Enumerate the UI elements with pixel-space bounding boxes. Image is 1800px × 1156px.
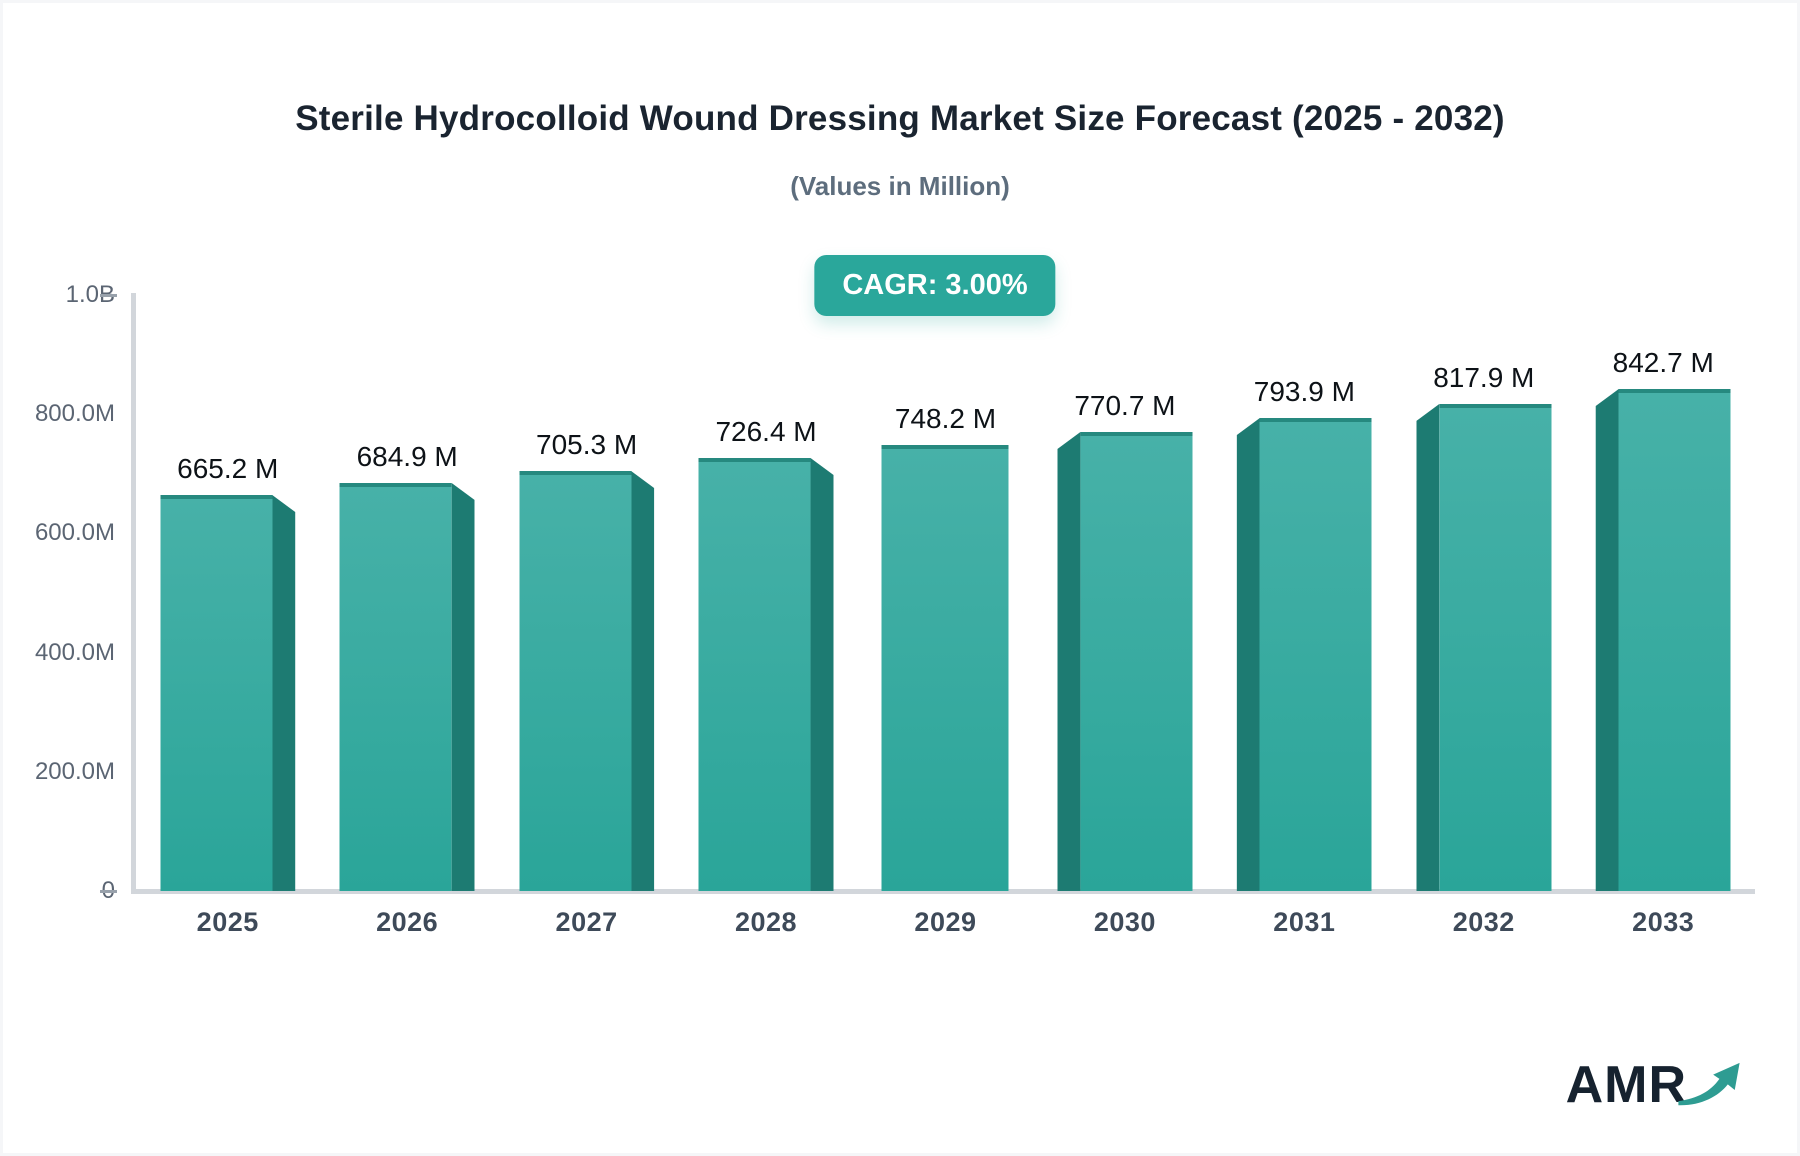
bar-value-label: 684.9 M <box>356 441 458 472</box>
bar-2033[interactable]: 842.7 M <box>1595 347 1731 891</box>
bar-2027[interactable]: 705.3 M <box>519 429 655 891</box>
bar-2028[interactable]: 726.4 M <box>698 416 834 891</box>
x-axis-label: 2029 <box>914 907 977 937</box>
page-subtitle: (Values in Million) <box>790 171 1010 201</box>
bar-2026[interactable]: 684.9 M <box>339 441 475 891</box>
cagr-badge: CAGR: 3.00% <box>814 255 1056 316</box>
y-axis-label: 200.0M <box>34 757 115 785</box>
x-axis-line <box>131 889 1755 894</box>
y-axis-label: 400.0M <box>34 638 115 666</box>
bar-chart-plot-area: 665.2 M 2025 684.9 M 2026 705.3 M 2027 726.4 M… <box>138 295 1753 937</box>
bar-face <box>881 445 1009 891</box>
amr-logo: AMR <box>1566 1057 1741 1111</box>
bar-3d-side <box>272 495 296 891</box>
y-axis-tick <box>100 294 117 297</box>
x-axis-label: 2032 <box>1452 907 1515 937</box>
bar-value-label: 817.9 M <box>1433 362 1535 393</box>
y-axis-line <box>131 293 136 891</box>
x-axis-label: 2025 <box>196 907 259 937</box>
bar-2032[interactable]: 817.9 M <box>1416 362 1552 891</box>
bar-3d-side <box>810 458 834 891</box>
bar-face <box>1259 418 1372 891</box>
bar-value-label: 665.2 M <box>177 453 279 484</box>
bar-2029[interactable]: 748.2 M <box>878 403 1013 891</box>
bar-3d-side <box>451 483 475 891</box>
bar-column-2030: 770.7 M 2030 <box>1035 295 1214 937</box>
bar-value-label: 770.7 M <box>1074 390 1176 421</box>
bar-2025[interactable]: 665.2 M <box>160 453 296 891</box>
bar-column-2025: 665.2 M 2025 <box>138 295 317 937</box>
bar-column-2031: 793.9 M 2031 <box>1215 295 1394 937</box>
bar-column-2032: 817.9 M 2032 <box>1394 295 1573 937</box>
bar-value-label: 748.2 M <box>894 403 997 434</box>
y-axis-label: 800.0M <box>34 400 115 428</box>
x-axis-label: 2026 <box>376 907 439 937</box>
bar-face <box>1618 389 1731 891</box>
bar-3d-side <box>1057 432 1081 891</box>
bar-2030[interactable]: 770.7 M <box>1057 390 1193 891</box>
bar-3d-side <box>1595 389 1619 891</box>
bar-column-2029: 748.2 M 2029 <box>856 295 1035 937</box>
y-axis-label: 1.0B <box>65 281 115 308</box>
bar-face <box>698 458 811 891</box>
bar-face <box>339 483 452 891</box>
growth-arrow-icon <box>1678 1062 1740 1106</box>
bar-column-2026: 684.9 M 2026 <box>317 295 496 937</box>
bar-value-label: 793.9 M <box>1253 376 1355 407</box>
x-axis-label: 2027 <box>555 907 618 937</box>
bar-value-label: 705.3 M <box>536 429 638 460</box>
bar-2031[interactable]: 793.9 M <box>1236 376 1372 891</box>
y-axis-tick <box>100 890 117 893</box>
bar-value-label: 842.7 M <box>1612 347 1714 378</box>
x-axis-label: 2031 <box>1273 907 1336 937</box>
bar-face <box>160 495 273 891</box>
x-axis-label: 2028 <box>734 907 798 937</box>
bar-face <box>519 471 632 891</box>
bar-3d-side <box>1416 404 1440 891</box>
bar-column-2028: 726.4 M 2028 <box>676 295 855 937</box>
y-axis-label: 0 <box>3 877 115 905</box>
bar-3d-side <box>631 471 655 891</box>
x-axis-label: 2030 <box>1093 907 1156 937</box>
bar-face <box>1439 404 1552 891</box>
page-title: Sterile Hydrocolloid Wound Dressing Mark… <box>295 99 1505 138</box>
x-axis-label: 2033 <box>1632 907 1695 937</box>
bar-3d-side <box>1236 418 1260 891</box>
bar-face <box>1080 432 1193 891</box>
amr-logo-text: AMR <box>1565 1056 1687 1114</box>
bar-value-label: 726.4 M <box>715 416 817 447</box>
bar-column-2027: 705.3 M 2027 <box>497 295 676 937</box>
bar-column-2033: 842.7 M 2033 <box>1574 295 1753 937</box>
y-axis-label: 600.0M <box>34 519 115 547</box>
